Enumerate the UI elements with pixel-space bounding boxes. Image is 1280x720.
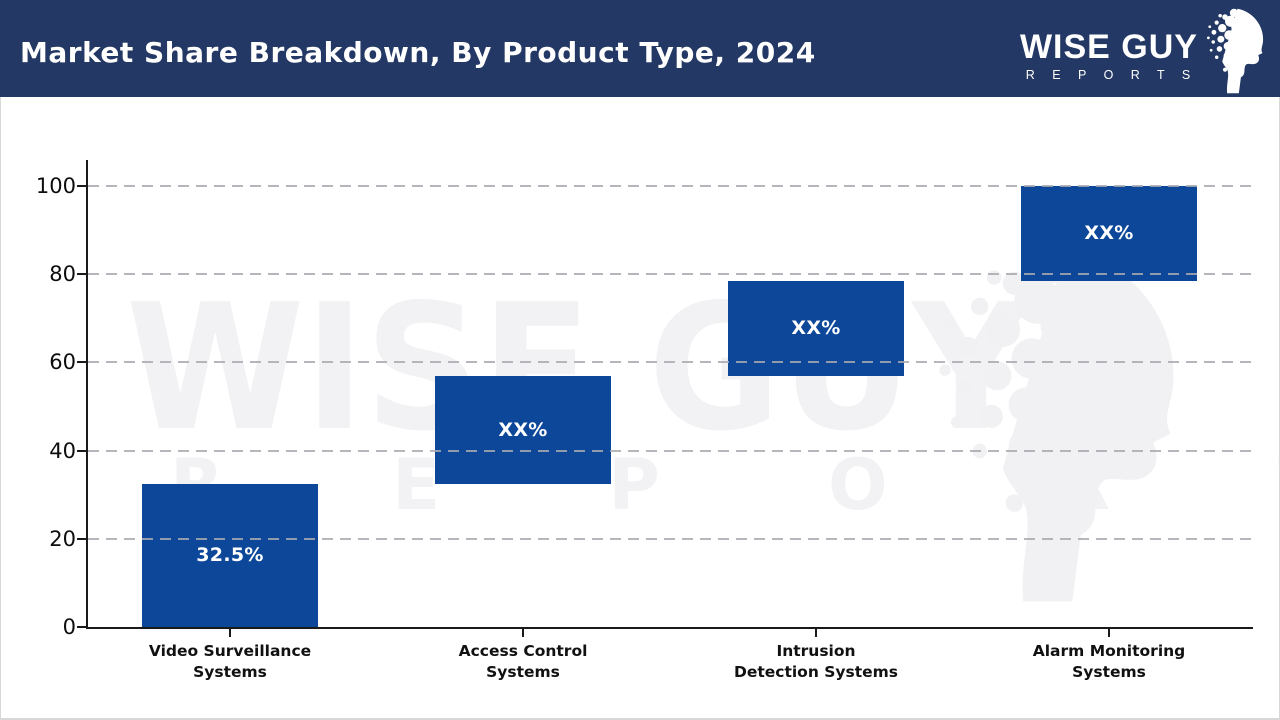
bar-value-label: 32.5% xyxy=(196,544,264,567)
y-axis-tickmark xyxy=(77,361,86,364)
brand-subname: R E P O R T S xyxy=(1025,68,1198,82)
y-axis-tick-label: 60 xyxy=(49,350,76,375)
bar-value-label: XX% xyxy=(791,317,841,340)
page-title: Market Share Breakdown, By Product Type,… xyxy=(20,36,816,69)
x-axis-tickmark xyxy=(229,629,231,637)
category-label-line: Intrusion xyxy=(776,642,856,660)
gridline xyxy=(88,537,1253,540)
category-label-line: Detection Systems xyxy=(733,663,899,681)
category-label-line: Systems xyxy=(193,663,267,681)
y-axis-tick-label: 40 xyxy=(49,438,76,463)
category-label: Intrusion Detection Systems xyxy=(696,641,936,683)
category-label-line: Video Surveillance xyxy=(148,642,312,660)
y-axis-tickmark xyxy=(77,537,86,540)
bar-value-label: XX% xyxy=(1084,222,1134,245)
x-axis-line xyxy=(86,627,1253,629)
watermark-subtext: R E P O R T S xyxy=(170,444,1280,526)
y-axis-tick-label: 100 xyxy=(35,174,76,198)
x-axis-tickmark xyxy=(522,629,524,637)
gridline xyxy=(88,185,1253,187)
brand-logo: WISE GUY R E P O R T S xyxy=(1020,6,1276,96)
category-label-line: Systems xyxy=(486,663,560,681)
brand-logo-text: WISE GUY R E P O R T S xyxy=(1020,30,1198,82)
watermark-head-icon xyxy=(893,226,1211,624)
category-label: Video Surveillance Systems xyxy=(110,641,350,683)
x-axis-tickmark xyxy=(815,629,817,637)
bar-segment: 32.5% xyxy=(142,483,318,627)
y-axis-tickmark xyxy=(77,185,86,187)
y-axis-tick-label: 20 xyxy=(49,526,76,551)
category-label-line: Systems xyxy=(1072,663,1146,681)
x-axis-tickmark xyxy=(1108,629,1110,637)
category-label-line: Access Control xyxy=(458,642,588,660)
bar-segment: XX% xyxy=(1021,186,1197,281)
category-label: Access Control Systems xyxy=(403,641,643,683)
y-axis-tickmark xyxy=(77,273,86,276)
bar-segment: XX% xyxy=(435,375,611,484)
header-bar: Market Share Breakdown, By Product Type,… xyxy=(0,0,1280,97)
y-axis-tickmark xyxy=(77,449,86,452)
gridline xyxy=(88,449,1253,452)
bar-value-label: XX% xyxy=(498,418,548,441)
y-axis-tick-label: 80 xyxy=(49,262,76,287)
gridline xyxy=(88,361,1253,364)
gridline xyxy=(88,273,1253,276)
brand-name: WISE GUY xyxy=(1019,28,1198,66)
category-label-line: Alarm Monitoring xyxy=(1032,642,1186,660)
y-axis-tick-label: 0 xyxy=(62,615,76,639)
bar-segment: XX% xyxy=(728,280,904,376)
y-axis-line xyxy=(86,160,88,629)
y-axis-tickmark xyxy=(77,626,86,628)
category-label: Alarm Monitoring Systems xyxy=(989,641,1229,683)
wise-guy-head-icon xyxy=(1192,6,1276,96)
